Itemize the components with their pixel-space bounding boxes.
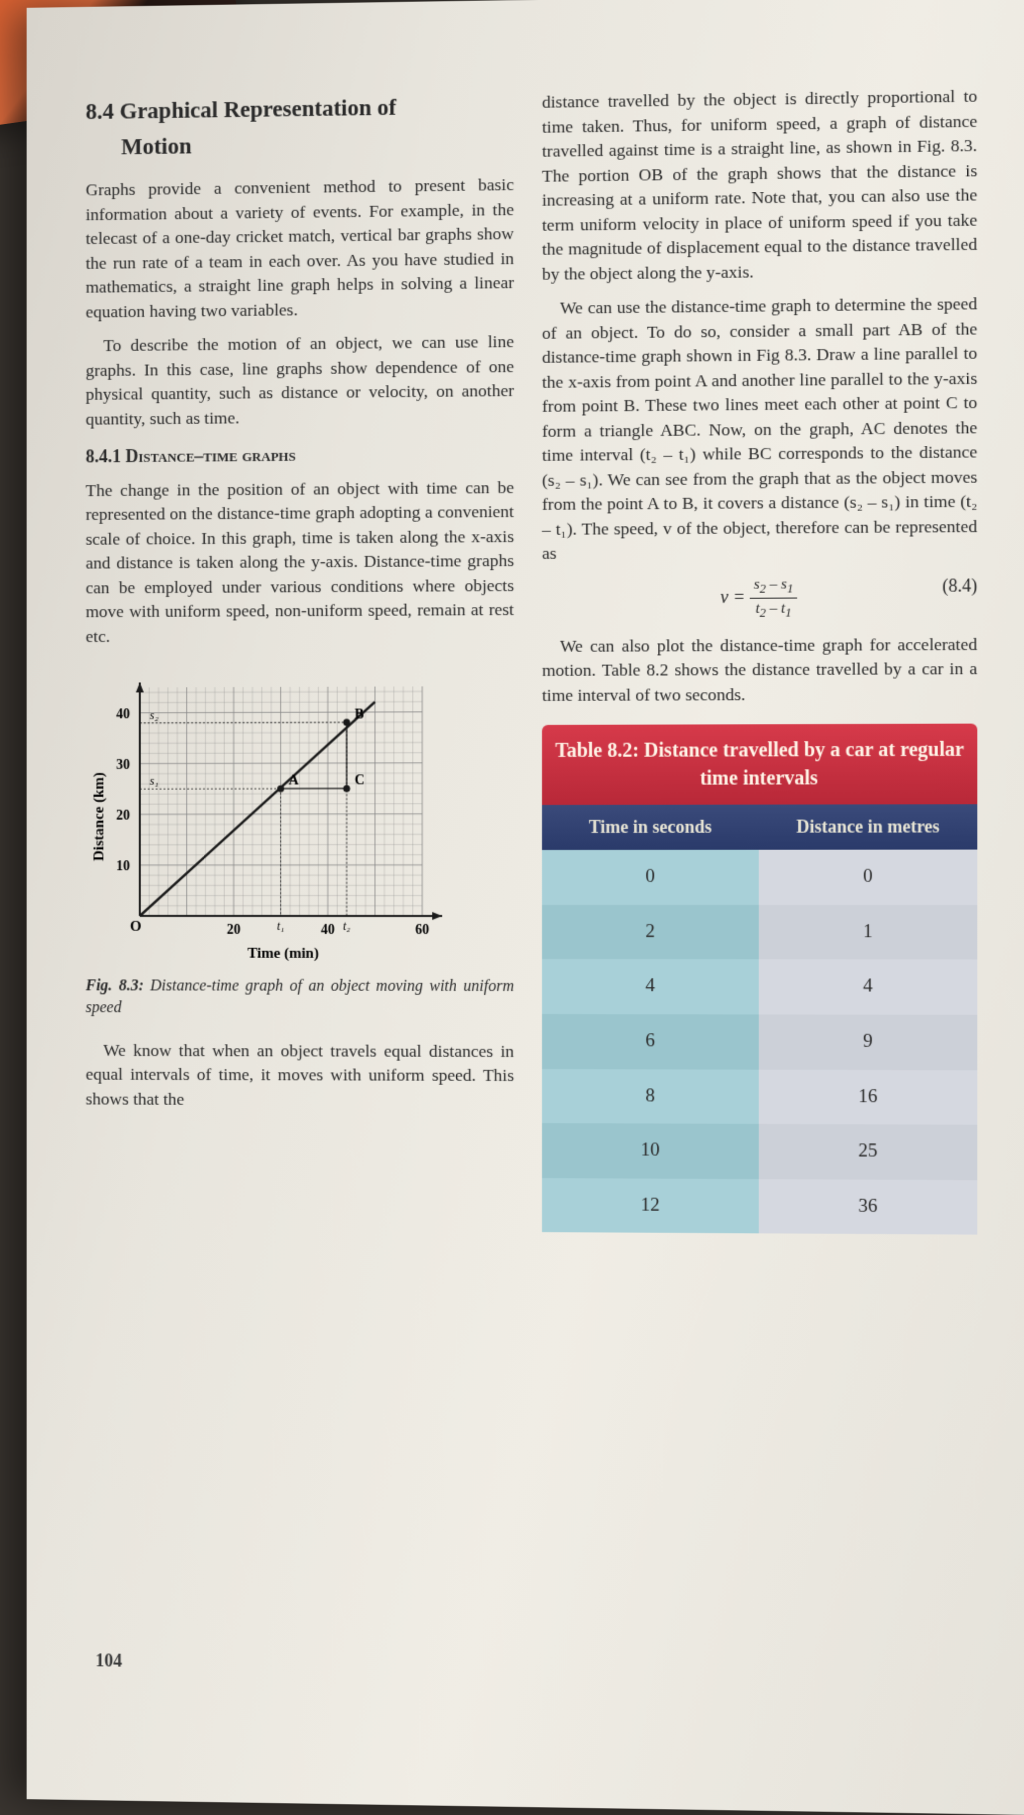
chart-svg: 10 20 30 40 20 40 60 Distance (km) Time (min)… — [86, 666, 462, 966]
data-table: Table 8.2: Distance travelled by a car a… — [542, 724, 977, 1235]
section-heading: 8.4 Graphical Representation of — [86, 90, 514, 128]
origin-label: O — [130, 919, 141, 935]
paragraph: We know that when an object travels equa… — [86, 1038, 514, 1113]
svg-text:C: C — [355, 774, 365, 789]
paragraph: We can also plot the distance-time graph… — [542, 631, 977, 707]
svg-text:20: 20 — [227, 923, 241, 938]
table-row: 1025 — [542, 1123, 977, 1180]
svg-text:10: 10 — [116, 859, 130, 874]
table-cell: 10 — [542, 1123, 759, 1179]
denominator: t2 – t1 — [750, 599, 798, 623]
subsection-number: 8.4.1 — [86, 447, 121, 467]
section-title-line2: Motion — [121, 126, 514, 163]
svg-text:30: 30 — [116, 758, 130, 773]
section-number: 8.4 — [86, 99, 114, 124]
table-cell: 9 — [759, 1014, 977, 1069]
svg-text:20: 20 — [116, 808, 130, 823]
figure-caption: Fig. 8.3: Distance-time graph of an obje… — [86, 976, 514, 1021]
paragraph: We can use the distance-time graph to de… — [542, 291, 977, 565]
distance-time-chart: 10 20 30 40 20 40 60 Distance (km) Time (min)… — [86, 666, 462, 966]
svg-text:40: 40 — [321, 923, 335, 938]
table-cell: 36 — [759, 1179, 977, 1235]
speed-formula: v = s2 – s1 t2 – t1 (8.4) — [542, 573, 977, 624]
page-number: 104 — [95, 1650, 122, 1671]
table-cell: 16 — [759, 1069, 977, 1125]
svg-text:60: 60 — [415, 923, 429, 938]
table-row: 816 — [542, 1069, 977, 1125]
table-cell: 12 — [542, 1178, 759, 1234]
table-cell: 4 — [759, 960, 977, 1015]
table-row: 1236 — [542, 1178, 977, 1235]
svg-text:40: 40 — [116, 707, 130, 722]
table-body: 0021446981610251236 — [542, 850, 977, 1235]
table-header-time: Time in seconds — [542, 805, 759, 851]
table-header-distance: Distance in metres — [759, 804, 977, 850]
svg-text:t₁: t₁ — [277, 919, 284, 933]
y-axis-label: Distance (km) — [91, 772, 107, 861]
table-row: 69 — [542, 1014, 977, 1070]
table-header-row: Time in seconds Distance in metres — [542, 804, 977, 850]
table-row: 21 — [542, 905, 977, 960]
textbook-page: 8.4 Graphical Representation of Motion G… — [27, 0, 1024, 1815]
table-row: 00 — [542, 850, 977, 905]
table-cell: 4 — [542, 959, 759, 1014]
paragraph: Graphs provide a convenient method to pr… — [86, 172, 514, 323]
equation-number: (8.4) — [942, 573, 977, 599]
table-cell: 0 — [759, 850, 977, 905]
svg-text:s₂: s₂ — [150, 708, 159, 722]
svg-text:s₁: s₁ — [150, 774, 159, 788]
paragraph: distance travelled by the object is dire… — [542, 84, 977, 286]
table-cell: 25 — [759, 1124, 977, 1180]
svg-text:t₂: t₂ — [343, 919, 350, 933]
left-column: 8.4 Graphical Representation of Motion G… — [86, 90, 514, 1232]
fraction: s2 – s1 t2 – t1 — [750, 574, 798, 622]
x-axis-label: Time (min) — [248, 946, 319, 962]
table-cell: 1 — [759, 905, 977, 960]
table-cell: 8 — [542, 1069, 759, 1124]
svg-text:A: A — [289, 774, 299, 789]
table-row: 44 — [542, 959, 977, 1014]
svg-text:B: B — [355, 707, 364, 722]
table-cell: 2 — [542, 905, 759, 960]
subsection-title: Distance–time graphs — [126, 445, 296, 466]
paragraph: To describe the motion of an object, we … — [86, 329, 514, 431]
table-cell: 0 — [542, 850, 759, 905]
caption-text: Distance-time graph of an object moving … — [86, 978, 514, 1017]
subsection-heading: 8.4.1 Distance–time graphs — [86, 441, 514, 469]
right-column: distance travelled by the object is dire… — [542, 84, 977, 1235]
table-title: Table 8.2: Distance travelled by a car a… — [542, 724, 977, 805]
table-cell: 6 — [542, 1014, 759, 1069]
paragraph: The change in the position of an object … — [86, 475, 514, 648]
numerator: s2 – s1 — [750, 574, 798, 599]
section-title-line1: Graphical Representation of — [120, 95, 397, 124]
two-column-layout: 8.4 Graphical Representation of Motion G… — [86, 84, 978, 1235]
caption-label: Fig. 8.3: — [86, 977, 144, 994]
